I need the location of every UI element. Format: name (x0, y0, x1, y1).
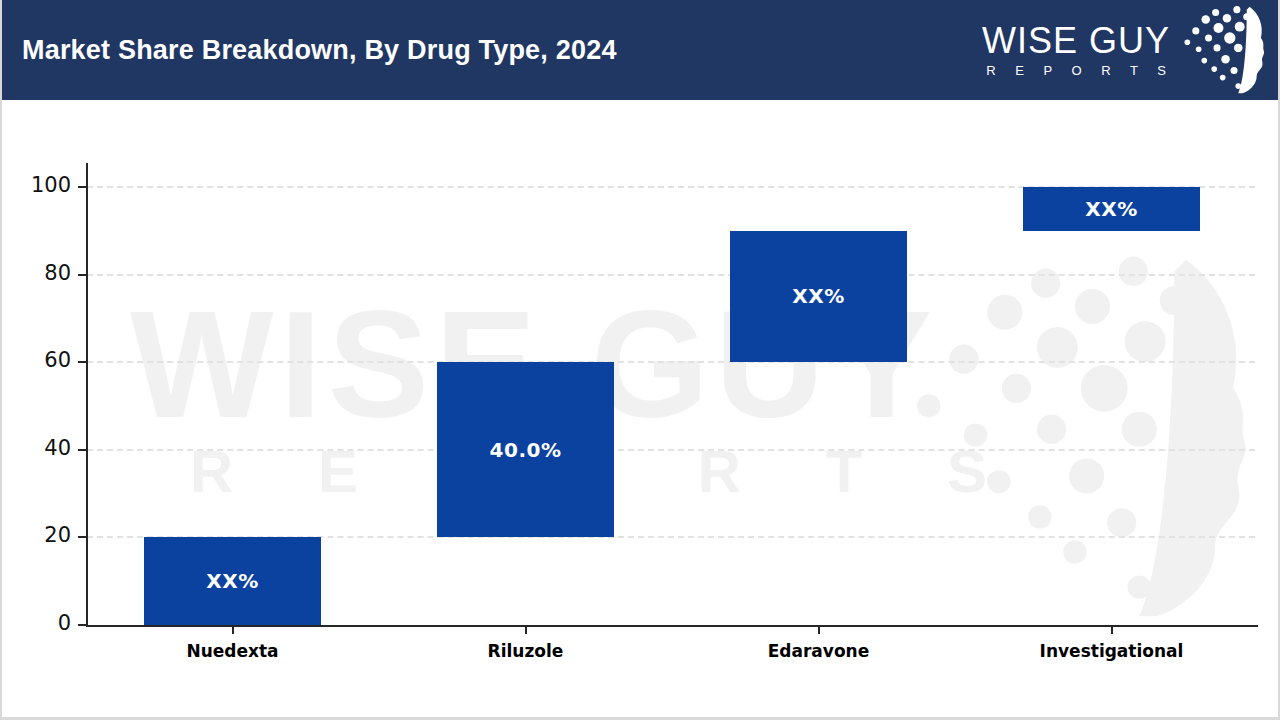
bar-value-label: XX% (206, 569, 258, 593)
x-axis-spine (86, 625, 1258, 627)
bar-edaravone: XX% (730, 231, 907, 362)
logo-subtitle: R E P O R T S (978, 64, 1174, 77)
bar-value-label: 40.0% (490, 438, 562, 462)
y-tick-label-40: 40 (2, 436, 71, 460)
x-category-label: Edaravone (672, 641, 965, 661)
watermark-head-icon (882, 218, 1262, 658)
dotted-head-icon (1176, 4, 1268, 96)
page-title: Market Share Breakdown, By Drug Type, 20… (22, 35, 617, 66)
logo-name: WISE GUY (982, 23, 1170, 59)
gridline-40 (87, 449, 1255, 451)
header-band: Market Share Breakdown, By Drug Type, 20… (2, 0, 1280, 100)
y-tick-label-100: 100 (2, 173, 71, 197)
bar-nuedexta: XX% (144, 537, 321, 625)
bar-value-label: XX% (792, 284, 844, 308)
bar-investigational: XX% (1023, 187, 1200, 231)
chart-page: Market Share Breakdown, By Drug Type, 20… (0, 0, 1280, 720)
y-tick-label-80: 80 (2, 261, 71, 285)
gridline-80 (87, 274, 1255, 276)
y-tick-label-0: 0 (2, 611, 71, 635)
logo-text: WISE GUY R E P O R T S (978, 23, 1174, 77)
bar-riluzole: 40.0% (437, 362, 614, 537)
x-category-label: Nuedexta (86, 641, 379, 661)
y-tick-label-60: 60 (2, 348, 71, 372)
wise-guy-logo: WISE GUY R E P O R T S (978, 4, 1268, 96)
y-tick-label-20: 20 (2, 523, 71, 547)
bar-value-label: XX% (1085, 197, 1137, 221)
x-category-label: Riluzole (379, 641, 672, 661)
y-axis-spine (86, 163, 88, 627)
gridline-60 (87, 361, 1255, 363)
x-category-label: Investigational (965, 641, 1258, 661)
